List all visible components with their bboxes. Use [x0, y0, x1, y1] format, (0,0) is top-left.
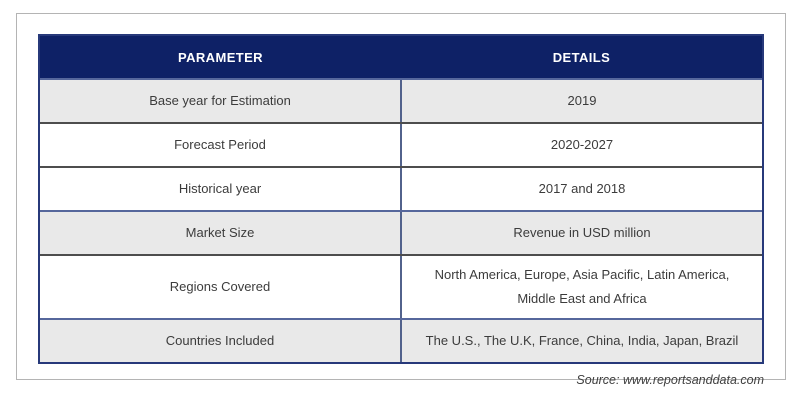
table-row: Market Size Revenue in USD million	[40, 210, 762, 254]
details-cell: 2019	[567, 92, 597, 108]
table-row: Base year for Estimation 2019	[40, 78, 762, 122]
column-header-details: DETAILS	[552, 49, 611, 65]
column-header-parameter: PARAMETER	[178, 49, 263, 65]
details-cell: 2020-2027	[550, 136, 614, 152]
source-attribution: Source: www.reportsanddata.com	[576, 373, 764, 388]
table-row: Regions Covered North America, Europe, A…	[40, 254, 762, 319]
details-cell: Revenue in USD million	[513, 224, 651, 240]
details-cell: 2017 and 2018	[538, 180, 626, 196]
parameters-table: PARAMETER DETAILS Base year for Estimati…	[38, 34, 764, 365]
details-cell: North America, Europe, Asia Pacific, Lat…	[434, 267, 730, 307]
table-row: Forecast Period 2020-2027	[40, 122, 762, 166]
parameter-cell: Market Size	[40, 212, 402, 254]
report-scope-card: PARAMETER DETAILS Base year for Estimati…	[16, 13, 786, 387]
parameter-cell: Forecast Period	[40, 124, 402, 166]
parameter-cell: Base year for Estimation	[40, 80, 402, 122]
parameter-cell: Regions Covered	[40, 256, 402, 319]
table-row: Countries Included The U.S., The U.K, Fr…	[40, 318, 762, 363]
details-cell: The U.S., The U.K, France, China, India,…	[425, 333, 739, 349]
parameter-cell: Historical year	[40, 168, 402, 210]
table-header-row: PARAMETER DETAILS	[40, 36, 762, 78]
table-row: Historical year 2017 and 2018	[40, 166, 762, 210]
parameter-cell: Countries Included	[40, 320, 402, 363]
